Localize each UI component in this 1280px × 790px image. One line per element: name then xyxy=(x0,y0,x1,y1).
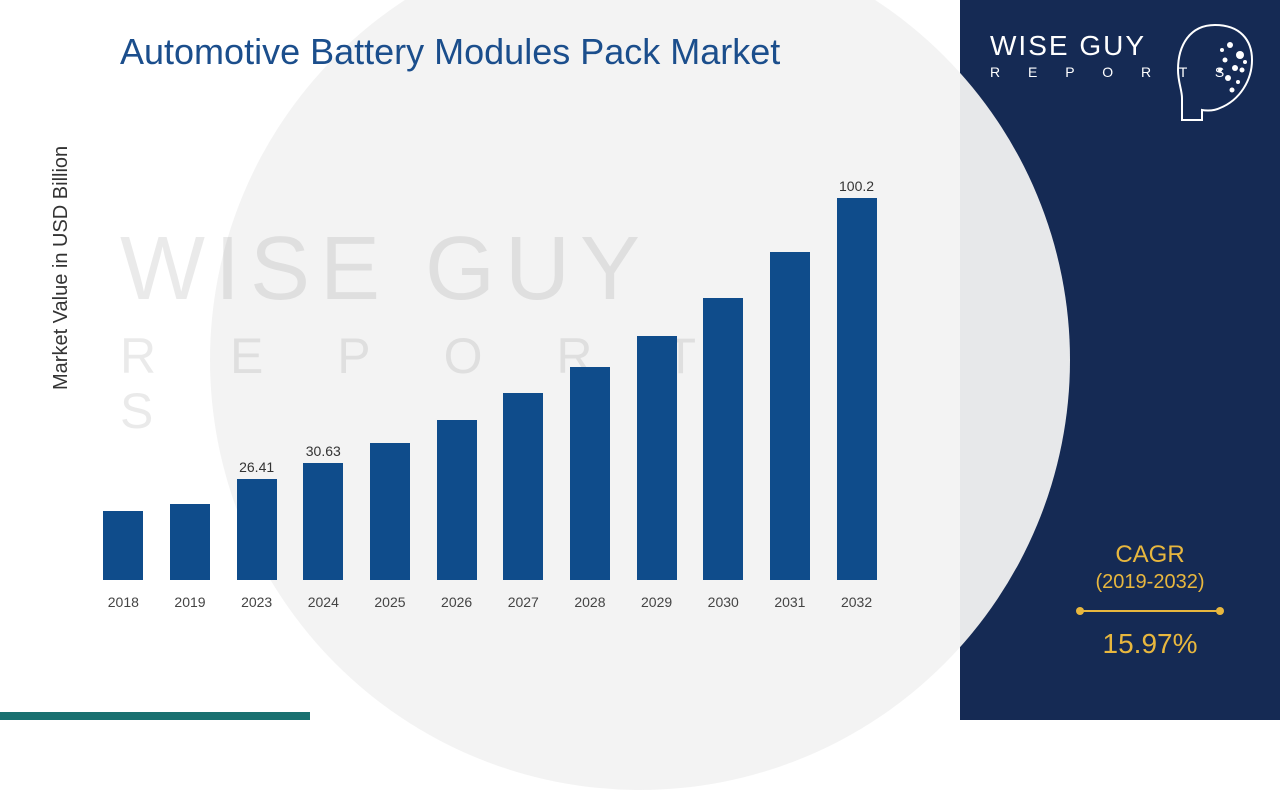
bar xyxy=(237,479,277,580)
bar-group xyxy=(560,363,620,580)
bar-group xyxy=(160,500,220,580)
bottom-accent-bar xyxy=(0,712,310,720)
x-tick-label: 2024 xyxy=(293,594,353,610)
bar xyxy=(103,511,143,580)
bar-group xyxy=(627,332,687,580)
x-tick-label: 2027 xyxy=(493,594,553,610)
cagr-divider xyxy=(1080,610,1220,612)
bar-chart: 26.41 30.63 100.2 2018 2019 2023 2024 2025 2026… xyxy=(90,180,890,620)
bar-group xyxy=(360,439,420,580)
bar xyxy=(170,504,210,580)
bar-group: 26.41 xyxy=(227,459,287,580)
x-tick-label: 2029 xyxy=(627,594,687,610)
x-tick-label: 2018 xyxy=(93,594,153,610)
chart-title: Automotive Battery Modules Pack Market xyxy=(120,30,820,73)
cagr-years: (2019-2032) xyxy=(1050,571,1250,594)
bar xyxy=(837,198,877,580)
bar-value-label: 30.63 xyxy=(306,443,341,459)
cagr-label: CAGR xyxy=(1050,541,1250,569)
bar-value-label: 100.2 xyxy=(839,178,874,194)
bar-group: 30.63 xyxy=(293,443,353,580)
logo-head-icon xyxy=(1170,20,1260,130)
bar-group xyxy=(493,389,553,580)
cagr-value: 15.97% xyxy=(1050,628,1250,660)
x-tick-label: 2023 xyxy=(227,594,287,610)
bar xyxy=(570,367,610,580)
x-tick-label: 2031 xyxy=(760,594,820,610)
bar-group xyxy=(93,507,153,580)
bar xyxy=(437,420,477,580)
y-axis-label: Market Value in USD Billion xyxy=(50,146,73,390)
bar xyxy=(703,298,743,580)
x-axis-labels: 2018 2019 2023 2024 2025 2026 2027 2028 2029 2030… xyxy=(90,594,890,610)
x-tick-label: 2030 xyxy=(693,594,753,610)
x-tick-label: 2028 xyxy=(560,594,620,610)
bar xyxy=(637,336,677,580)
bar xyxy=(303,463,343,580)
bar-group xyxy=(693,294,753,580)
bar xyxy=(770,252,810,580)
x-tick-label: 2025 xyxy=(360,594,420,610)
bar xyxy=(503,393,543,580)
x-tick-label: 2026 xyxy=(427,594,487,610)
bars-container: 26.41 30.63 100.2 xyxy=(90,180,890,580)
bar-group: 100.2 xyxy=(827,178,887,580)
bar-value-label: 26.41 xyxy=(239,459,274,475)
x-tick-label: 2019 xyxy=(160,594,220,610)
bar-group xyxy=(760,248,820,580)
x-tick-label: 2032 xyxy=(827,594,887,610)
bar xyxy=(370,443,410,580)
bar-group xyxy=(427,416,487,580)
cagr-block: CAGR (2019-2032) 15.97% xyxy=(1050,541,1250,660)
